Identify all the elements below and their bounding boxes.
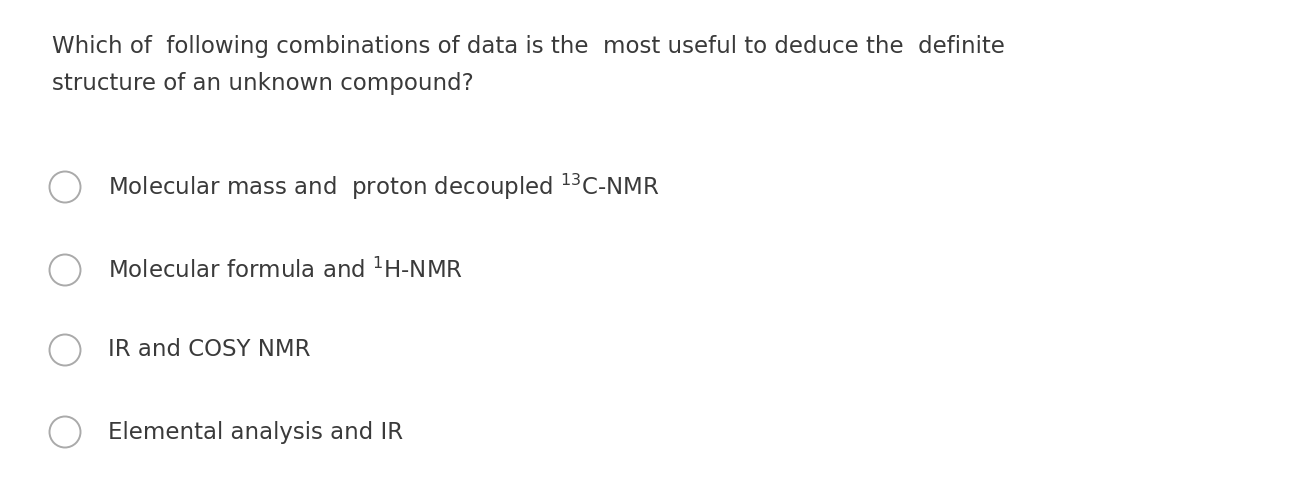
Text: Molecular formula and $^{\mathregular{1}}$H-NMR: Molecular formula and $^{\mathregular{1}…: [107, 257, 463, 282]
Text: structure of an unknown compound?: structure of an unknown compound?: [52, 72, 474, 95]
Text: IR and COSY NMR: IR and COSY NMR: [107, 338, 311, 362]
Text: Which of  following combinations of data is the  most useful to deduce the  defi: Which of following combinations of data …: [52, 35, 1005, 58]
Text: Molecular mass and  proton decoupled $^{\mathregular{13}}$C-NMR: Molecular mass and proton decoupled $^{\…: [107, 172, 660, 202]
Text: Elemental analysis and IR: Elemental analysis and IR: [107, 421, 404, 443]
